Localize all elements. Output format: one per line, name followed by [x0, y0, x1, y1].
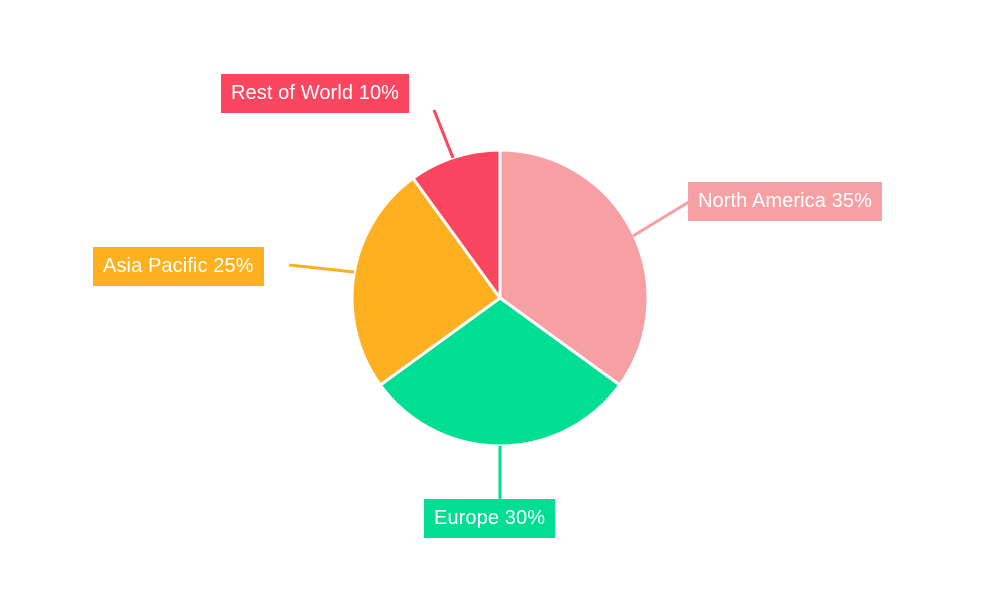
leader-lines-group: [288, 109, 693, 503]
pie-label-asia-pacific[interactable]: Asia Pacific 25%: [93, 247, 264, 286]
pie-label-europe[interactable]: Europe 30%: [424, 499, 556, 538]
pie-slice-europe[interactable]: [378, 296, 622, 448]
pie-label-rest-of-world[interactable]: Rest of World 10%: [221, 74, 410, 113]
leader-line-rest-of-world: [432, 109, 455, 159]
leader-line-asia-pacific: [288, 263, 355, 274]
pie-label-north-america[interactable]: North America 35%: [688, 182, 882, 221]
pie-slice-asia-pacific[interactable]: [350, 176, 502, 387]
pie-slice-north-america[interactable]: [498, 148, 650, 387]
pie-slices-group: [350, 148, 650, 448]
leader-line-north-america: [632, 198, 693, 238]
